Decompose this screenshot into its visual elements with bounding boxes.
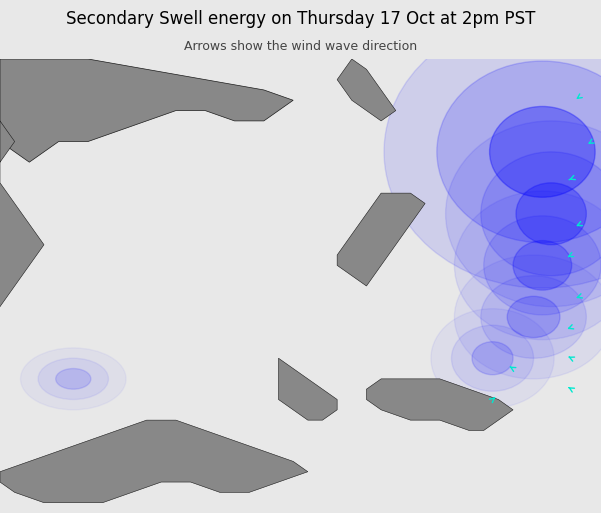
Ellipse shape [38,358,108,400]
Ellipse shape [56,368,91,389]
Ellipse shape [445,121,601,307]
Text: Secondary Swell energy on Thursday 17 Oct at 2pm PST: Secondary Swell energy on Thursday 17 Oc… [66,10,535,28]
Ellipse shape [384,16,601,288]
Ellipse shape [490,107,595,198]
Ellipse shape [481,275,587,358]
Ellipse shape [472,342,513,374]
Ellipse shape [481,152,601,275]
Ellipse shape [513,241,572,290]
Ellipse shape [451,325,534,391]
Polygon shape [0,121,44,410]
Polygon shape [278,358,337,420]
Polygon shape [337,193,425,286]
Ellipse shape [454,191,601,340]
Ellipse shape [507,297,560,338]
Polygon shape [0,420,308,503]
Ellipse shape [516,183,587,245]
Ellipse shape [437,61,601,243]
Ellipse shape [484,216,601,315]
Polygon shape [337,59,396,121]
Polygon shape [0,59,293,162]
Polygon shape [367,379,513,430]
Text: Arrows show the wind wave direction: Arrows show the wind wave direction [184,40,417,52]
Ellipse shape [454,255,601,379]
